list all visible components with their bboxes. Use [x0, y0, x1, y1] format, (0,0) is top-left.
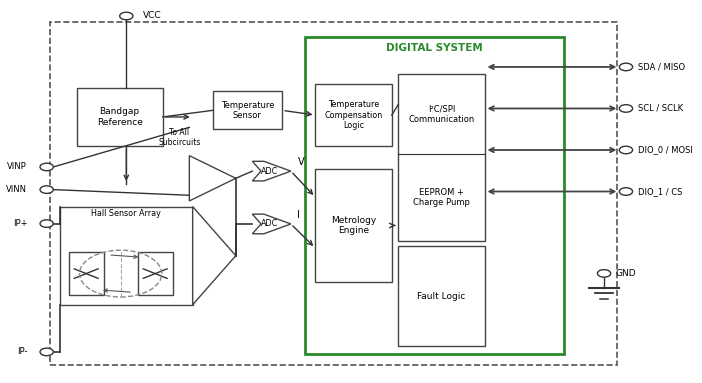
Circle shape [40, 163, 53, 171]
Text: Fault Logic: Fault Logic [417, 292, 465, 301]
FancyBboxPatch shape [69, 252, 104, 295]
FancyBboxPatch shape [398, 246, 484, 346]
Text: Bandgap
Reference: Bandgap Reference [97, 107, 143, 127]
FancyBboxPatch shape [77, 88, 163, 146]
Text: Metrology
Engine: Metrology Engine [331, 216, 376, 235]
Polygon shape [253, 161, 291, 181]
Text: Temperature
Compensation
Logic: Temperature Compensation Logic [324, 100, 383, 130]
FancyBboxPatch shape [398, 74, 484, 241]
Circle shape [40, 186, 53, 193]
Text: ADC: ADC [261, 219, 278, 229]
Text: I: I [298, 210, 300, 220]
Circle shape [619, 105, 633, 112]
Circle shape [619, 146, 633, 154]
FancyBboxPatch shape [213, 92, 282, 129]
FancyBboxPatch shape [60, 206, 192, 305]
FancyBboxPatch shape [315, 169, 392, 282]
Polygon shape [192, 206, 236, 305]
Text: GND: GND [616, 269, 637, 278]
FancyBboxPatch shape [138, 252, 173, 295]
Text: VCC: VCC [143, 11, 161, 20]
FancyBboxPatch shape [315, 84, 392, 146]
Text: IP-: IP- [18, 347, 28, 357]
Text: DIO_0 / MOSI: DIO_0 / MOSI [638, 146, 693, 154]
Text: SCL / SCLK: SCL / SCLK [638, 104, 683, 113]
FancyBboxPatch shape [305, 37, 564, 354]
Text: VINN: VINN [6, 185, 27, 194]
Text: IP+: IP+ [13, 219, 28, 228]
Circle shape [619, 63, 633, 71]
Text: V: V [298, 157, 304, 167]
Polygon shape [253, 214, 291, 234]
Polygon shape [190, 155, 236, 201]
Text: Temperature
Sensor: Temperature Sensor [220, 101, 274, 120]
FancyBboxPatch shape [50, 22, 617, 365]
Text: DIGITAL SYSTEM: DIGITAL SYSTEM [387, 43, 483, 53]
Circle shape [619, 188, 633, 195]
Text: I²C/SPI
Communication: I²C/SPI Communication [409, 105, 475, 124]
Circle shape [40, 220, 53, 228]
Circle shape [597, 270, 611, 277]
Text: Hall Sensor Array: Hall Sensor Array [91, 209, 161, 218]
Text: VINP: VINP [7, 162, 27, 172]
Circle shape [40, 348, 53, 356]
Text: To All
Subcircuits: To All Subcircuits [158, 128, 201, 147]
Circle shape [119, 12, 133, 20]
Text: DIO_1 / CS: DIO_1 / CS [638, 187, 682, 196]
Text: EEPROM +
Charge Pump: EEPROM + Charge Pump [413, 188, 470, 207]
Text: SDA / MISO: SDA / MISO [638, 62, 685, 72]
Text: ADC: ADC [261, 167, 278, 176]
